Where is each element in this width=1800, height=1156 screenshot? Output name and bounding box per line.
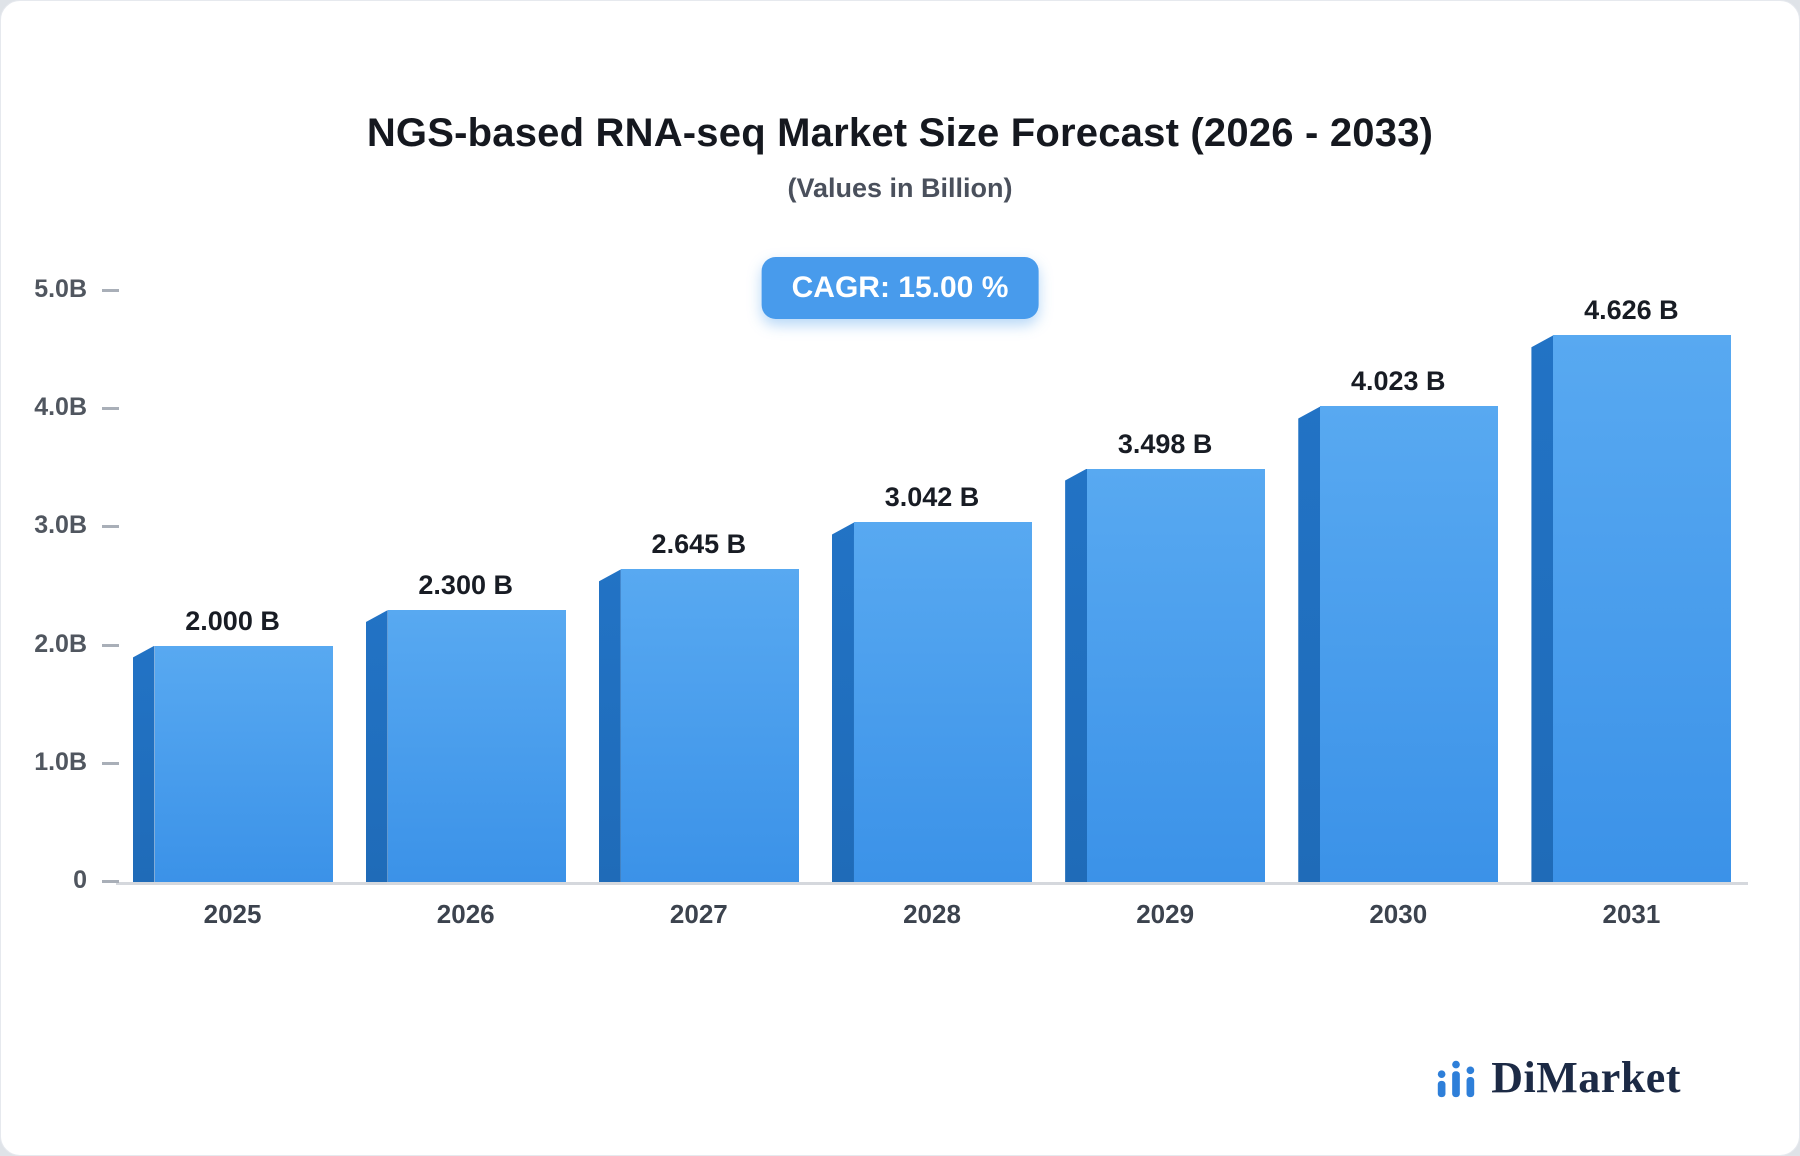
- bar: 3.042 B: [831, 482, 1032, 882]
- y-axis-tick-label: 4.0B: [34, 393, 87, 422]
- x-axis-label: 2026: [436, 899, 495, 929]
- chart-subtitle: (Values in Billion): [787, 173, 1013, 203]
- bar-value-label: 2.645 B: [651, 529, 747, 560]
- bar-value-label: 3.498 B: [1117, 428, 1213, 459]
- bar: 2.300 B: [365, 570, 566, 882]
- y-axis-tick-label: 2.0B: [34, 629, 87, 658]
- bar-side-face: [132, 645, 155, 882]
- bar-side-face: [1065, 468, 1088, 882]
- brand-name: DiMarket: [1491, 1053, 1681, 1102]
- bar-front-face: [1087, 468, 1266, 882]
- y-axis-tick-mark: [102, 643, 119, 647]
- plot-area: 2.000 B 2025 2.300 B 2026 2.645 B 2027 3.042 B…: [34, 275, 1748, 929]
- y-axis-tick-mark: [102, 407, 119, 411]
- x-axis-label: 2030: [1369, 899, 1428, 929]
- bar: 3.498 B: [1065, 429, 1266, 882]
- y-axis-tick-mark: [102, 289, 119, 292]
- y-axis-tick-mark: [102, 880, 119, 883]
- bar-side-face: [831, 522, 854, 882]
- bar-front-face: [1553, 335, 1732, 882]
- bar-side-face: [1298, 406, 1321, 882]
- x-axis-label: 2028: [903, 899, 961, 929]
- bar: 4.626 B: [1531, 295, 1732, 882]
- dimarket-logo-icon: [1438, 1060, 1475, 1097]
- bar-value-label: 4.626 B: [1584, 295, 1679, 326]
- x-axis-label: 2029: [1136, 899, 1195, 929]
- bar-group: 3.042 B 2028: [815, 291, 1048, 929]
- bar-side-face: [365, 610, 388, 882]
- bar-front-face: [853, 522, 1032, 882]
- bar-side-face: [598, 569, 621, 882]
- x-axis-label: 2025: [203, 899, 262, 929]
- brand-logo: DiMarket: [1433, 1052, 1681, 1103]
- cagr-badge: CAGR: 15.00 %: [761, 257, 1039, 319]
- bar: 4.023 B: [1298, 366, 1499, 882]
- y-axis-tick-mark: [102, 761, 119, 765]
- bars: 2.000 B 2025 2.300 B 2026 2.645 B 2027 3.042 B…: [116, 291, 1748, 929]
- x-axis-label: 2027: [669, 899, 728, 929]
- x-axis-label: 2031: [1602, 899, 1661, 929]
- chart-title: NGS-based RNA-seq Market Size Forecast (…: [366, 111, 1434, 155]
- bar-front-face: [387, 610, 566, 882]
- bar-value-label: 2.000 B: [185, 605, 280, 636]
- bar-front-face: [154, 645, 333, 882]
- bar-group: 4.023 B 2030: [1282, 291, 1515, 929]
- bar-value-label: 4.023 B: [1350, 366, 1446, 397]
- bar-side-face: [1531, 335, 1554, 882]
- y-axis-tick-label: 5.0B: [34, 275, 87, 303]
- bar-group: 2.000 B 2025: [116, 291, 349, 929]
- bar-group: 2.645 B 2027: [582, 291, 815, 929]
- bar-group: 3.498 B 2029: [1049, 291, 1282, 929]
- bar-value-label: 3.042 B: [884, 482, 980, 513]
- y-axis-tick-label: 0: [73, 866, 87, 894]
- bar-front-face: [620, 569, 799, 882]
- bar-front-face: [1320, 406, 1499, 882]
- bar: 2.000 B: [132, 606, 333, 882]
- bar-value-label: 2.300 B: [418, 570, 513, 601]
- y-axis-tick-label: 1.0B: [34, 747, 87, 776]
- y-axis-tick-label: 3.0B: [34, 511, 87, 540]
- bar-group: 4.626 B 2031: [1515, 291, 1748, 929]
- y-axis-tick-mark: [102, 525, 119, 529]
- bar-group: 2.300 B 2026: [349, 291, 582, 929]
- bar: 2.645 B: [598, 529, 799, 882]
